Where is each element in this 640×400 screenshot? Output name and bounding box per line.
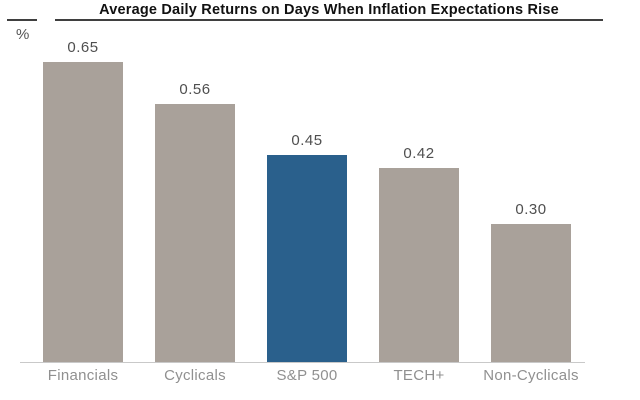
bar-value-label: 0.65 — [67, 39, 99, 56]
bar-group-financials: 0.65 — [27, 28, 139, 362]
y-axis-break-line — [7, 19, 37, 21]
x-axis-label-financials: Financials — [47, 367, 119, 384]
bar-group-cyclicals: 0.56 — [139, 28, 251, 362]
bar-value-label: 0.45 — [291, 132, 323, 149]
x-axis-label-non-cyclicals: Non-Cyclicals — [483, 367, 579, 384]
x-axis-label-cyclicals: Cyclicals — [164, 367, 226, 384]
bar-value-label: 0.56 — [179, 81, 211, 98]
bar-financials — [43, 62, 123, 362]
chart-title: Average Daily Returns on Days When Infla… — [99, 2, 559, 18]
y-axis-unit-label: % — [16, 26, 30, 43]
x-axis-label-s-p-500: S&P 500 — [276, 367, 338, 384]
bar-group-s-p-500: 0.45 — [251, 28, 363, 362]
bar-value-label: 0.42 — [403, 145, 435, 162]
bar-group-tech: 0.42 — [363, 28, 475, 362]
x-axis-line — [20, 362, 585, 363]
bar-group-non-cyclicals: 0.30 — [475, 28, 587, 362]
bar-non-cyclicals — [491, 224, 571, 362]
bar-s-p-500 — [267, 155, 347, 362]
bar-cyclicals — [155, 104, 235, 362]
x-axis-label-tech: TECH+ — [393, 367, 445, 384]
bar-value-label: 0.30 — [515, 201, 547, 218]
title-underline — [55, 19, 603, 21]
bar-tech — [379, 168, 459, 362]
